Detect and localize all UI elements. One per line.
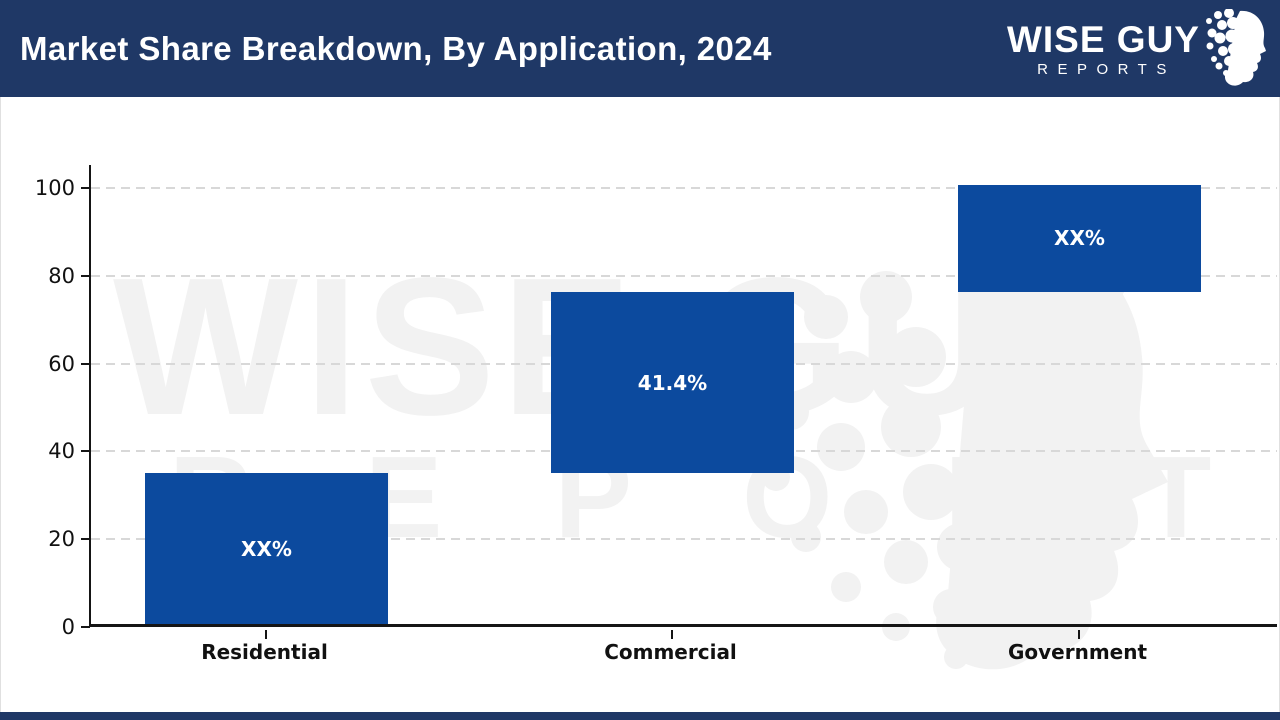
x-tick-mark: [264, 630, 267, 639]
logo-subtitle: REPORTS: [1037, 60, 1176, 78]
plot-area: XX% 41.4% XX%: [89, 165, 1277, 627]
y-tick-label: 40: [48, 439, 75, 464]
bar-residential: XX%: [145, 473, 388, 624]
y-tick-mark: [81, 362, 90, 365]
logo-wordmark: WISE GUY: [1006, 18, 1200, 60]
x-axis-label-commercial: Commercial: [604, 640, 737, 664]
x-tick-mark: [1077, 630, 1080, 639]
y-tick-mark: [81, 187, 90, 189]
y-tick-label: 80: [48, 263, 75, 288]
y-tick-mark: [81, 538, 90, 541]
y-tick-mark: [81, 274, 90, 277]
footer-bar: [0, 712, 1280, 720]
face-logo-icon: [1206, 8, 1266, 86]
bar-value-label: 41.4%: [637, 370, 708, 395]
gridline-20: [91, 538, 1277, 541]
bar-commercial: 41.4%: [551, 291, 794, 474]
x-axis-label-residential: Residential: [201, 640, 328, 664]
gridline-100: [91, 187, 1277, 189]
chart-region: WISE GUY R E P O R T S XX%41.4%XX% 02040…: [0, 97, 1280, 712]
y-tick-label: 20: [48, 527, 75, 552]
x-tick-mark: [670, 630, 673, 639]
logo-text: WISE GUY REPORTS: [1007, 21, 1200, 77]
bar-value-label: XX%: [241, 536, 292, 561]
y-tick-label: 0: [61, 615, 75, 639]
y-tick-mark: [81, 626, 90, 628]
y-tick-label: 100: [34, 176, 75, 200]
bar-government: XX%: [958, 185, 1201, 292]
y-tick-label: 60: [48, 351, 75, 376]
header: Market Share Breakdown, By Application, …: [0, 0, 1280, 97]
gridline-80: [91, 274, 1277, 277]
bar-value-label: XX%: [1054, 226, 1105, 251]
x-axis-label-government: Government: [1007, 640, 1148, 664]
page-title: Market Share Breakdown, By Application, …: [20, 29, 772, 67]
y-tick-mark: [81, 450, 90, 453]
wise-guy-logo: WISE GUY REPORTS: [1007, 8, 1266, 89]
